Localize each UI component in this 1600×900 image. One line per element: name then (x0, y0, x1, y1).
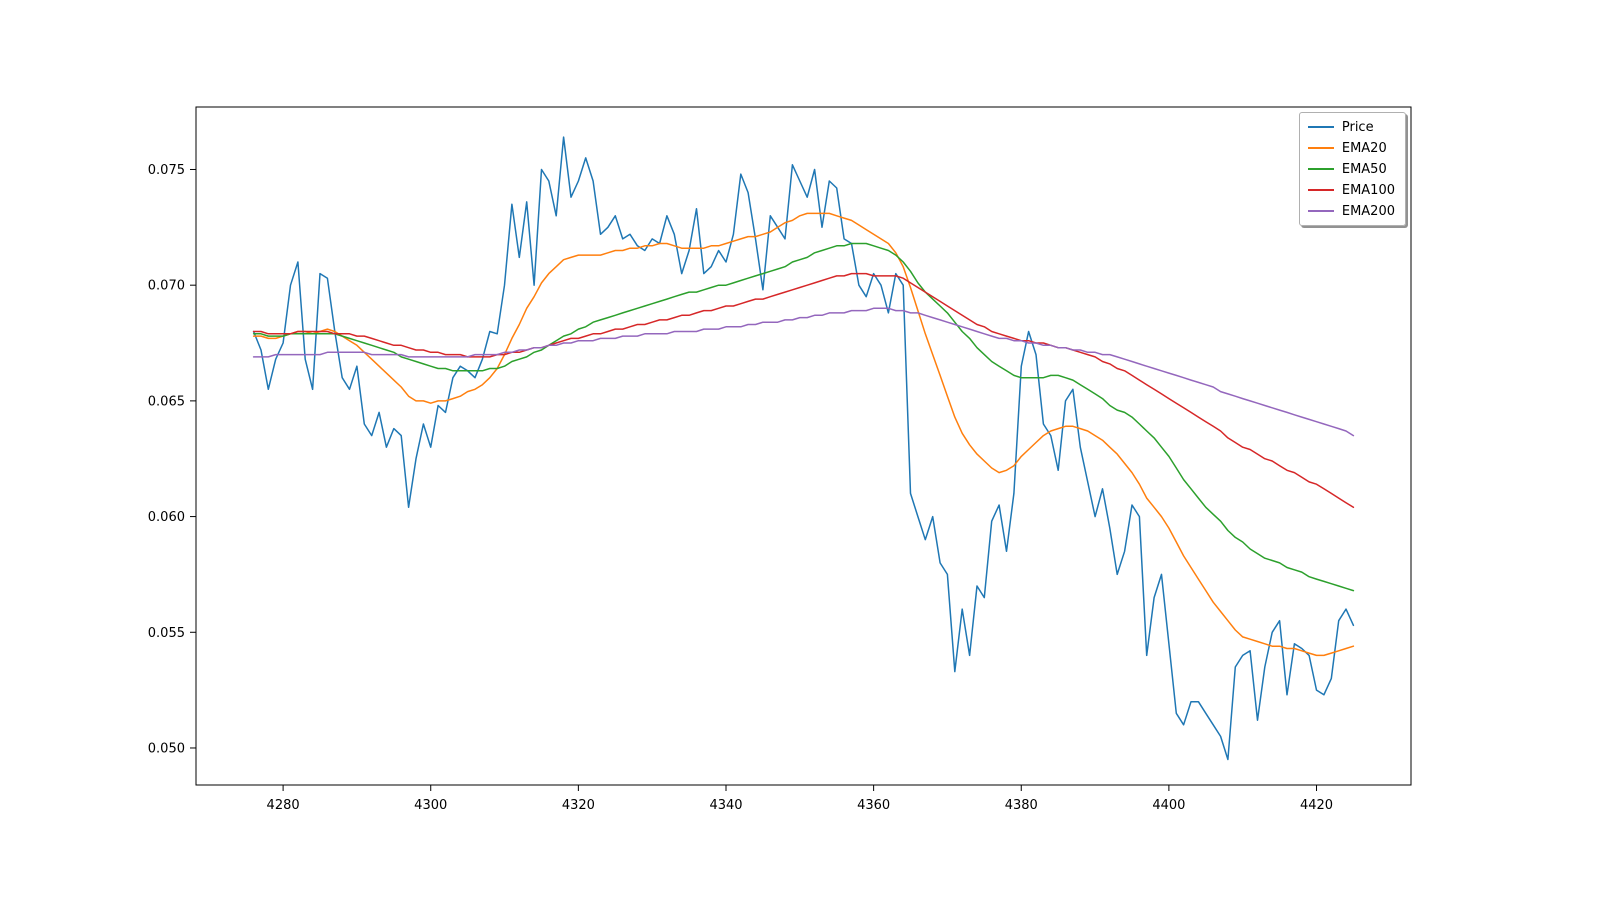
legend-label: EMA50 (1341, 161, 1387, 177)
legend: Price EMA20 EMA50 EMA100 EMA200 (1298, 112, 1406, 226)
ema50-line (252, 242, 1355, 592)
x-tick-label: 4420 (1300, 798, 1333, 813)
legend-entry-ema200: EMA200 (1307, 203, 1395, 219)
axes-frame (195, 106, 1412, 786)
legend-line-sample (1307, 210, 1334, 212)
x-tick-label: 4300 (414, 798, 447, 813)
legend-label: EMA20 (1341, 140, 1387, 156)
y-tick-label: 0.070 (148, 279, 185, 294)
x-tick-label: 4400 (1152, 798, 1185, 813)
legend-line-sample (1307, 168, 1334, 170)
x-tick-label: 4280 (267, 798, 300, 813)
x-tick-label: 4340 (709, 798, 742, 813)
legend-label: EMA100 (1341, 182, 1395, 198)
y-tick-label: 0.065 (148, 394, 185, 409)
x-tick-label: 4320 (562, 798, 595, 813)
legend-label: Price (1341, 119, 1374, 135)
legend-line-sample (1307, 147, 1334, 149)
legend-entry-ema100: EMA100 (1307, 182, 1395, 198)
x-tick-label: 4360 (857, 798, 890, 813)
ema200-line (252, 307, 1355, 437)
legend-entry-price: Price (1307, 119, 1395, 135)
x-tick-label: 4380 (1005, 798, 1038, 813)
legend-entry-ema50: EMA50 (1307, 161, 1395, 177)
y-tick-label: 0.060 (148, 510, 185, 525)
ema100-line (252, 272, 1355, 509)
legend-line-sample (1307, 126, 1334, 128)
price-line (252, 136, 1355, 761)
y-tick-label: 0.050 (148, 741, 185, 756)
y-tick-label: 0.055 (148, 626, 185, 641)
legend-entry-ema20: EMA20 (1307, 140, 1395, 156)
ema20-line (252, 212, 1355, 657)
legend-label: EMA200 (1341, 203, 1395, 219)
legend-line-sample (1307, 189, 1334, 191)
y-tick-label: 0.075 (148, 163, 185, 178)
